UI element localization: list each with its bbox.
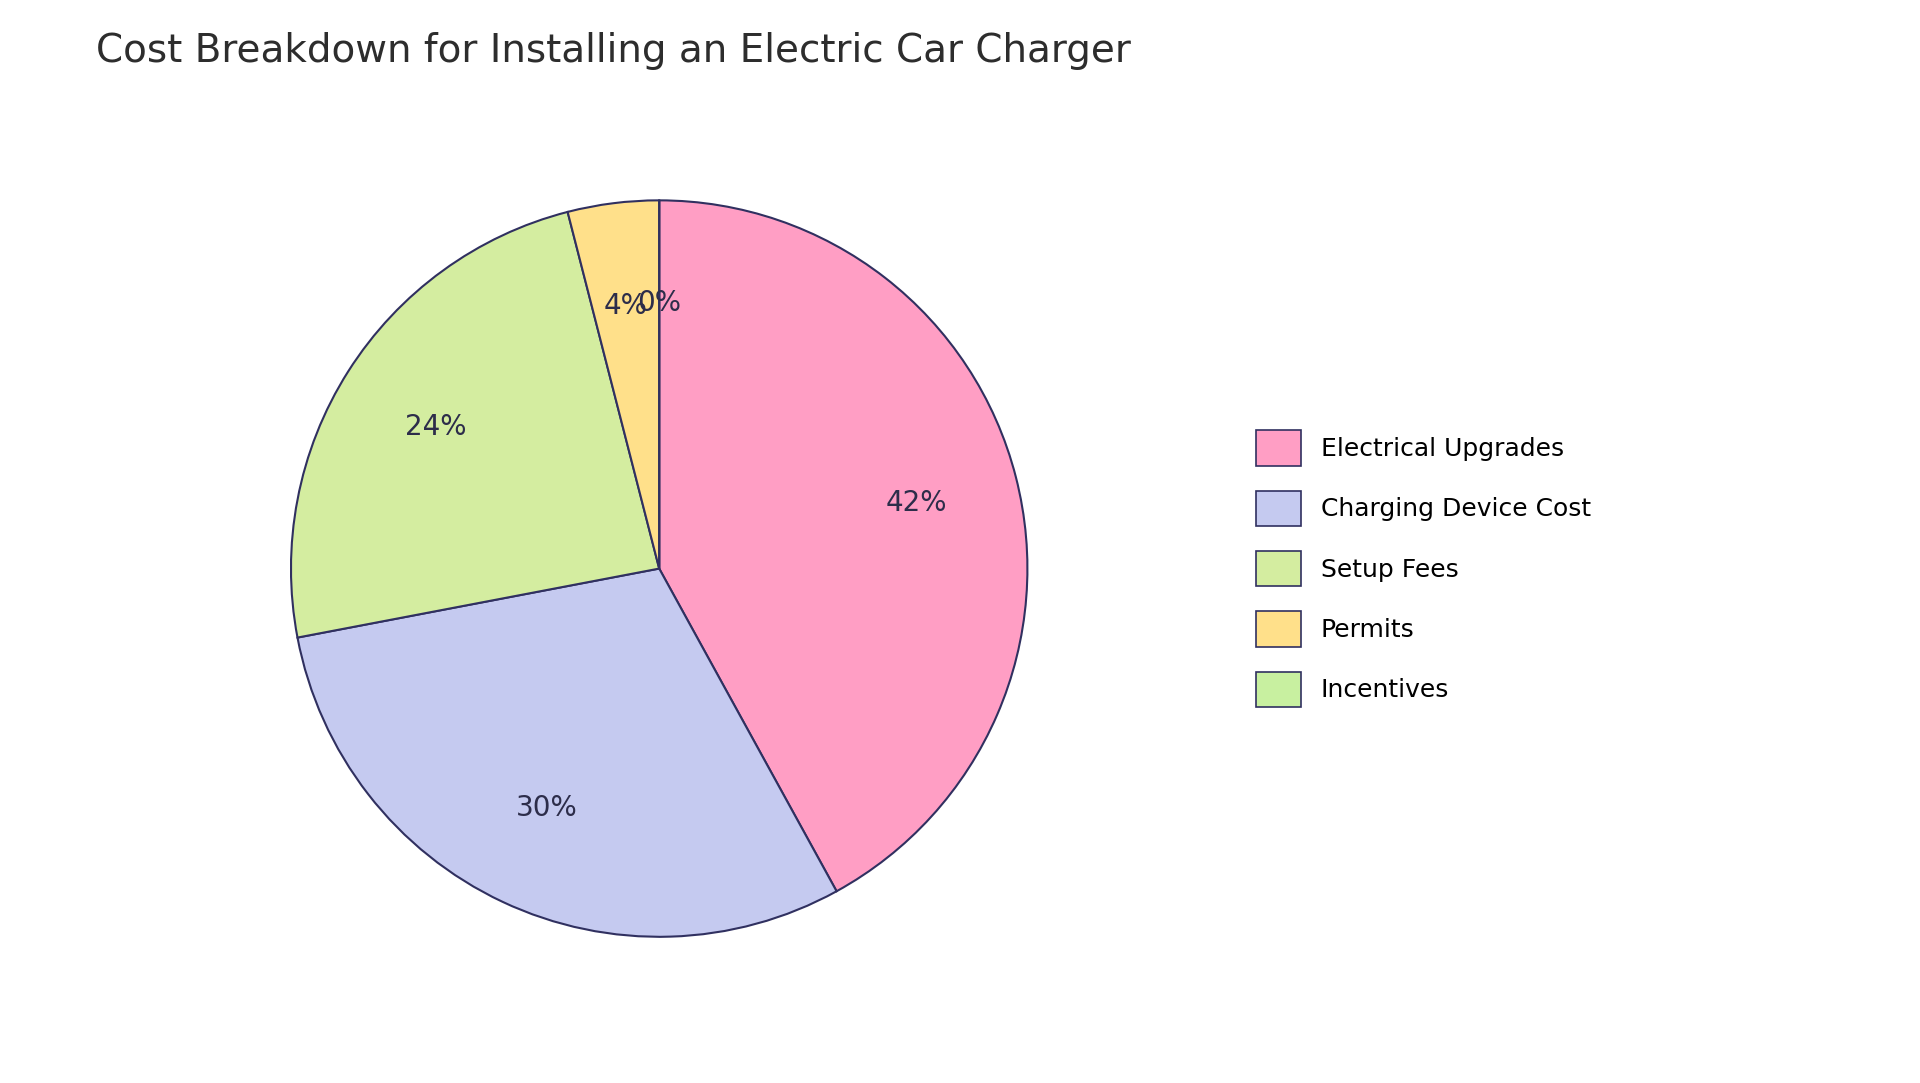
Wedge shape (298, 569, 837, 937)
Text: 0%: 0% (637, 289, 682, 317)
Text: 24%: 24% (405, 413, 467, 441)
Wedge shape (292, 212, 659, 638)
Text: 30%: 30% (515, 795, 578, 822)
Text: 4%: 4% (605, 291, 647, 319)
Wedge shape (659, 200, 1027, 891)
Text: 42%: 42% (885, 488, 947, 517)
Wedge shape (568, 200, 659, 569)
Text: Cost Breakdown for Installing an Electric Car Charger: Cost Breakdown for Installing an Electri… (96, 32, 1131, 70)
Legend: Electrical Upgrades, Charging Device Cost, Setup Fees, Permits, Incentives: Electrical Upgrades, Charging Device Cos… (1244, 418, 1603, 719)
